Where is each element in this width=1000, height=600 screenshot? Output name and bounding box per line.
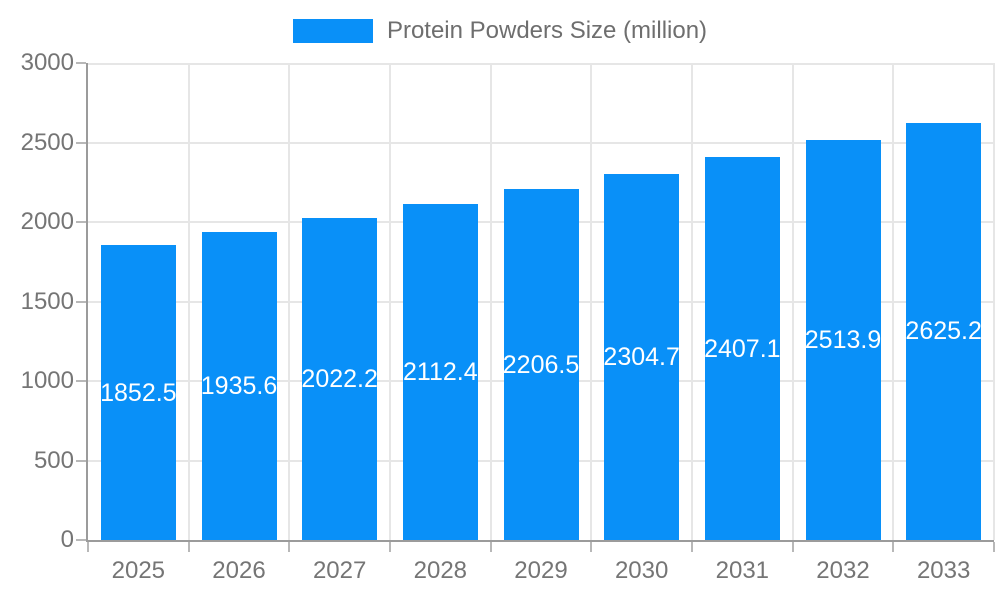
y-axis-line bbox=[86, 63, 88, 542]
y-axis-label: 1000 bbox=[20, 367, 74, 394]
bar-2028 bbox=[402, 204, 478, 540]
x-axis-label: 2031 bbox=[715, 557, 770, 584]
bar-value-label: 2022.2 bbox=[301, 365, 378, 394]
v-gridline bbox=[389, 63, 391, 540]
bar-value-label: 2206.5 bbox=[502, 350, 580, 379]
y-axis-label: 500 bbox=[33, 446, 74, 474]
y-axis-label: 2500 bbox=[20, 128, 74, 156]
bar-2025 bbox=[100, 245, 176, 540]
bar-value-label: 2625.2 bbox=[905, 317, 982, 346]
bar-2032 bbox=[805, 140, 881, 540]
legend[interactable]: Protein Powders Size (million) bbox=[0, 17, 1000, 45]
legend-swatch-icon bbox=[292, 19, 373, 43]
x-axis-label: 2029 bbox=[514, 557, 568, 584]
v-gridline bbox=[892, 63, 895, 540]
bar-2027 bbox=[302, 218, 378, 540]
bar-2026 bbox=[201, 232, 277, 540]
v-gridline bbox=[489, 63, 492, 540]
y-axis-tick bbox=[76, 380, 86, 382]
legend-label: Protein Powders Size (million) bbox=[386, 17, 708, 44]
x-axis-label: 2033 bbox=[916, 557, 971, 584]
y-axis-tick bbox=[76, 141, 86, 144]
v-gridline bbox=[791, 63, 794, 540]
bar-value-label: 1852.5 bbox=[100, 378, 177, 407]
x-axis-tick bbox=[389, 542, 391, 552]
bar-value-label: 2304.7 bbox=[603, 342, 680, 371]
x-axis-tick bbox=[892, 542, 895, 552]
x-axis-line bbox=[86, 540, 994, 542]
x-axis-tick bbox=[489, 542, 492, 552]
bar-2033 bbox=[906, 122, 982, 540]
plot-area: 1852.5 1935.6 2022.2 2112.4 2206.5 2304.7 2407… bbox=[88, 63, 995, 540]
x-axis-tick bbox=[691, 542, 693, 552]
bar-value-label: 2112.4 bbox=[403, 358, 478, 387]
bar-2029 bbox=[503, 189, 579, 540]
x-axis-label: 2030 bbox=[614, 557, 669, 584]
x-axis-label: 2032 bbox=[816, 557, 870, 584]
bar-2030 bbox=[604, 173, 680, 540]
bar-value-label: 1935.6 bbox=[200, 372, 278, 401]
v-gridline bbox=[590, 63, 593, 540]
y-axis-tick bbox=[76, 459, 86, 462]
x-axis-tick bbox=[187, 542, 190, 552]
x-axis-tick bbox=[590, 542, 593, 552]
y-axis-label: 2000 bbox=[20, 208, 74, 235]
h-gridline bbox=[88, 63, 994, 65]
x-axis-tick bbox=[993, 542, 995, 552]
y-axis-tick bbox=[76, 300, 86, 303]
y-axis-label: 3000 bbox=[20, 49, 74, 76]
y-axis-tick bbox=[76, 62, 86, 64]
x-axis-label: 2026 bbox=[212, 557, 266, 584]
v-gridline bbox=[288, 63, 291, 540]
bar-value-label: 2407.1 bbox=[704, 334, 781, 363]
h-gridline bbox=[88, 141, 994, 144]
y-axis-tick bbox=[76, 221, 86, 223]
x-axis-tick bbox=[87, 542, 89, 552]
x-axis-label: 2028 bbox=[413, 557, 468, 584]
v-gridline bbox=[691, 63, 693, 540]
y-axis-label: 1500 bbox=[20, 287, 74, 315]
x-axis-label: 2025 bbox=[111, 557, 166, 584]
v-gridline bbox=[187, 63, 190, 540]
bar-2031 bbox=[704, 157, 780, 540]
y-axis-label: 0 bbox=[60, 526, 74, 553]
x-axis-tick bbox=[288, 542, 291, 552]
v-gridline bbox=[993, 63, 995, 540]
x-axis-label: 2027 bbox=[312, 557, 367, 584]
bar-value-label: 2513.9 bbox=[804, 326, 882, 355]
y-axis-tick bbox=[76, 539, 86, 541]
x-axis-tick bbox=[791, 542, 794, 552]
